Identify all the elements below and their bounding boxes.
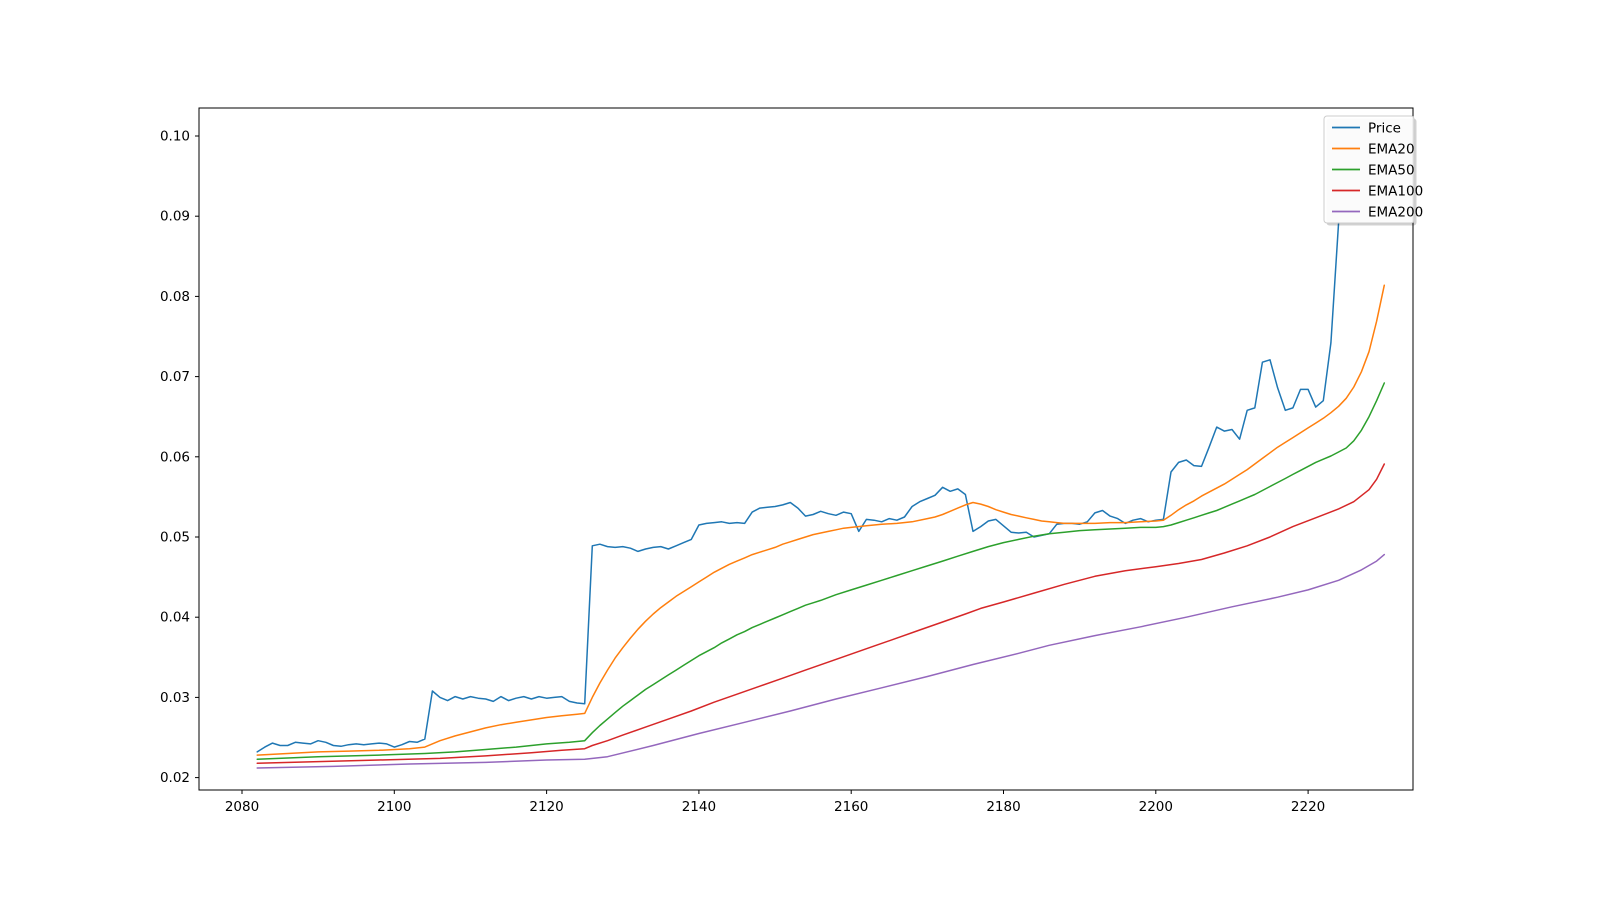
y-tick-label: 0.08: [160, 289, 190, 305]
y-tick-label: 0.07: [160, 369, 190, 385]
ema50-series-line: [256, 382, 1386, 760]
x-tick-label: 2220: [1291, 799, 1325, 815]
legend-frame: [1323, 115, 1415, 224]
legend-label-price: Price: [1368, 120, 1401, 136]
ema100-series-line: [256, 463, 1386, 764]
y-tick-label: 0.05: [160, 530, 190, 546]
legend-label-ema20: EMA20: [1368, 141, 1415, 157]
ema200-series-line: [256, 553, 1386, 769]
y-tick-label: 0.02: [160, 770, 190, 786]
legend-label-ema50: EMA50: [1368, 162, 1415, 178]
x-tick-label: 2080: [225, 799, 259, 815]
series-lines: [256, 221, 1386, 769]
x-tick-label: 2140: [682, 799, 716, 815]
legend-label-ema200: EMA200: [1368, 204, 1423, 220]
price-series-line: [256, 221, 1340, 753]
y-tick-label: 0.09: [160, 209, 190, 225]
axis-ticks: 2080 2100 2120 2140 2160 2180 2200 2220 0.02 0.03…: [160, 129, 1325, 816]
x-tick-label: 2120: [529, 799, 563, 815]
x-tick-label: 2160: [834, 799, 868, 815]
y-tick-label: 0.03: [160, 690, 190, 706]
y-tick-label: 0.10: [160, 129, 190, 145]
ema20-series-line: [256, 284, 1386, 756]
legend-label-ema100: EMA100: [1368, 183, 1423, 199]
x-tick-label: 2180: [986, 799, 1020, 815]
legend: Price EMA20 EMA50 EMA100 EMA200: [1323, 115, 1423, 226]
x-tick-label: 2100: [377, 799, 411, 815]
y-tick-label: 0.04: [160, 610, 190, 626]
x-tick-label: 2200: [1139, 799, 1173, 815]
y-tick-label: 0.06: [160, 449, 190, 465]
plot-area: [198, 107, 1414, 791]
